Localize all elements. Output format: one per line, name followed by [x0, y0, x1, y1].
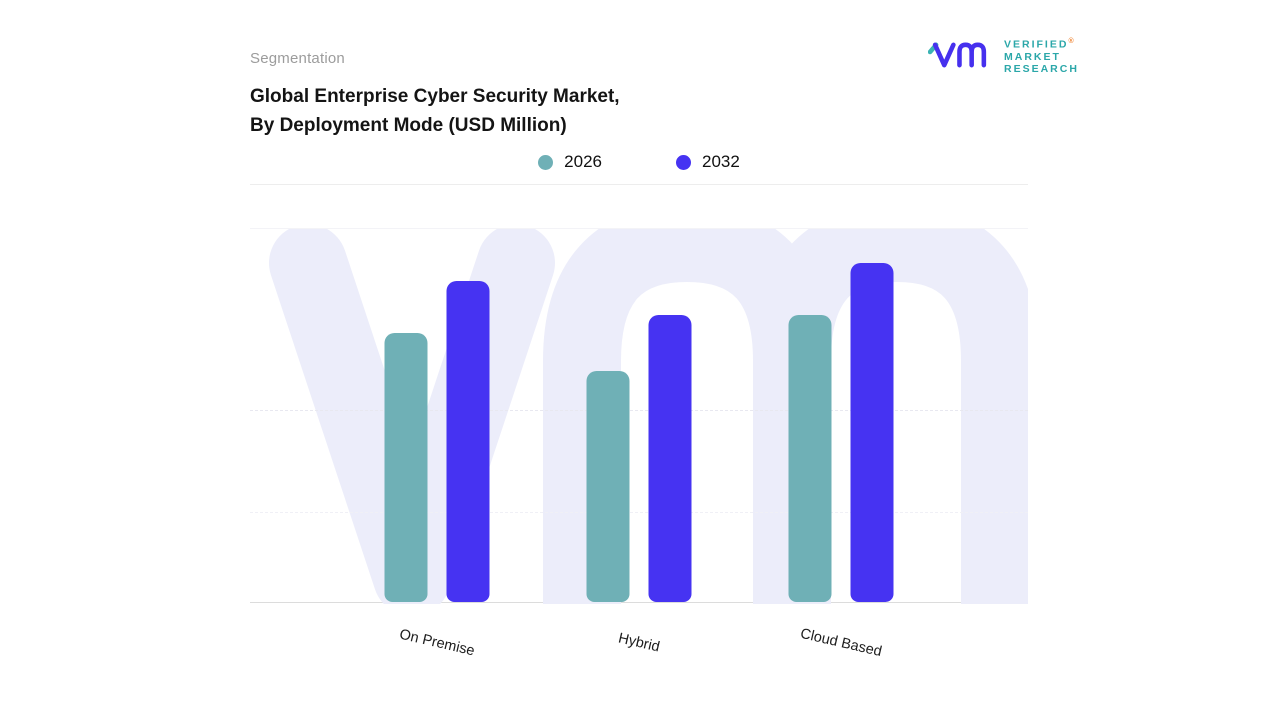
legend-divider [250, 184, 1028, 185]
bar-chart [250, 228, 1028, 604]
bar-2026-hybrid [586, 370, 630, 602]
bar-2032-on-premise [446, 281, 490, 602]
chart-legend: 2026 2032 [250, 148, 1028, 176]
brand-line-research: RESEARCH [1004, 62, 1079, 75]
bar-2026-cloud-based [788, 314, 832, 602]
bar-group-cloud-based [788, 229, 894, 602]
legend-swatch-2026-icon [538, 154, 554, 170]
title-line-2: By Deployment Mode (USD Million) [250, 115, 567, 136]
legend-label-2026: 2026 [564, 152, 602, 171]
segmentation-eyebrow: Segmentation [250, 50, 345, 67]
category-label-on-premise: On Premise [397, 626, 476, 660]
brand-line-market: MARKET [1004, 50, 1061, 63]
brand-text: VERIFIED® MARKET RESEARCH [1004, 36, 1079, 75]
category-axis: On Premise Hybrid Cloud Based [250, 603, 1028, 693]
bar-2026-on-premise [384, 333, 428, 602]
legend-item-2026: 2026 [538, 152, 602, 172]
legend-item-2032: 2032 [676, 152, 740, 172]
legend-label-2032: 2032 [702, 152, 740, 171]
brand-line-verified: VERIFIED® [1004, 38, 1074, 51]
bar-2032-hybrid [648, 314, 692, 602]
bar-2032-cloud-based [850, 262, 894, 602]
brand-logo: VERIFIED® MARKET RESEARCH [928, 36, 1079, 75]
title-line-1: Global Enterprise Cyber Security Market, [250, 86, 620, 107]
legend-swatch-2032-icon [676, 154, 691, 170]
vmr-monogram-icon [928, 38, 994, 72]
plot-area [250, 229, 1028, 602]
page-title: Global Enterprise Cyber Security Market,… [250, 82, 620, 140]
category-label-hybrid: Hybrid [616, 630, 662, 656]
category-label-cloud-based: Cloud Based [799, 625, 884, 661]
bar-group-on-premise [384, 229, 490, 602]
registered-mark: ® [1068, 38, 1074, 45]
bar-group-hybrid [586, 229, 692, 602]
